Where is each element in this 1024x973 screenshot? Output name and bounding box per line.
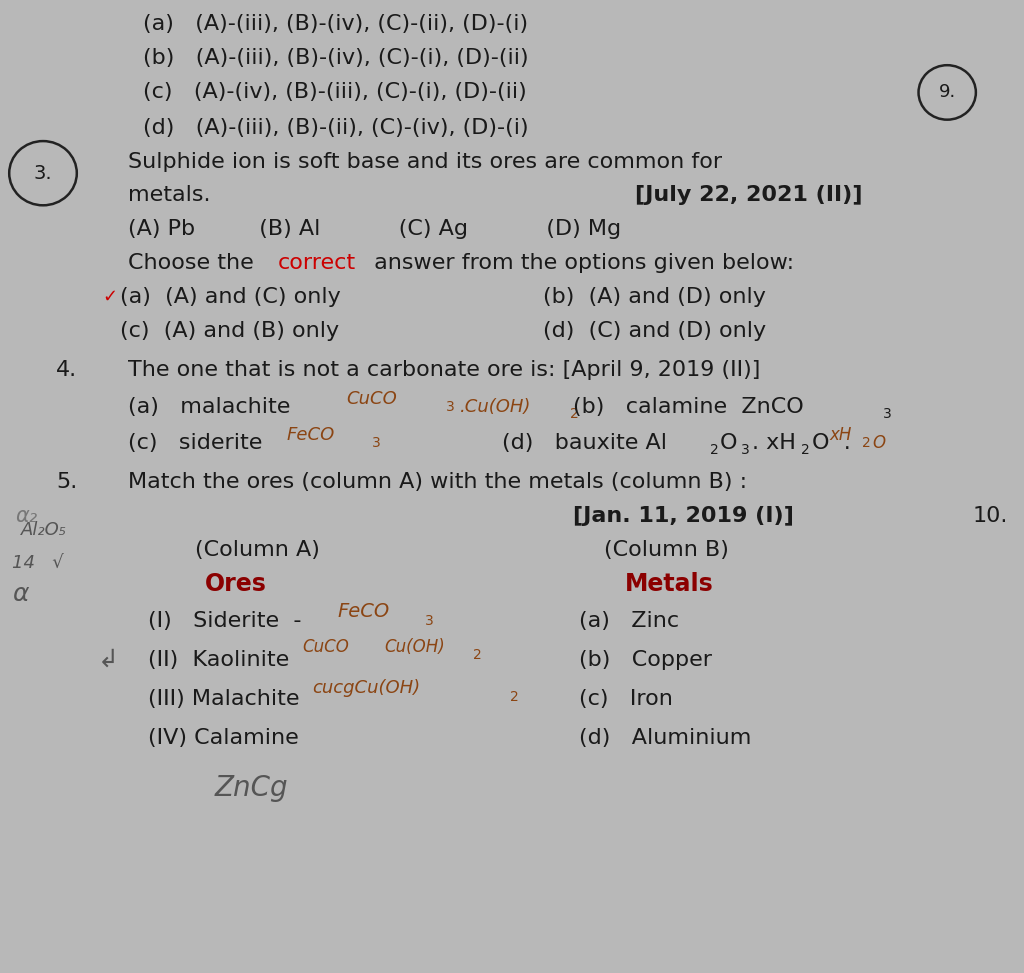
- Text: .Cu(OH): .Cu(OH): [460, 398, 531, 415]
- Text: (a)   (A)-(iii), (B)-(iv), (C)-(ii), (D)-(i): (a) (A)-(iii), (B)-(iv), (C)-(ii), (D)-(…: [143, 15, 528, 34]
- Text: (IV) Calamine: (IV) Calamine: [148, 728, 299, 747]
- Text: FeCO: FeCO: [338, 601, 390, 621]
- Text: (d)  (C) and (D) only: (d) (C) and (D) only: [543, 321, 766, 341]
- Text: 3: 3: [425, 614, 434, 628]
- Text: (c)   (A)-(iv), (B)-(iii), (C)-(i), (D)-(ii): (c) (A)-(iv), (B)-(iii), (C)-(i), (D)-(i…: [143, 83, 527, 102]
- Text: answer from the options given below:: answer from the options given below:: [367, 253, 794, 272]
- Text: 2: 2: [570, 408, 580, 421]
- Text: (d)   (A)-(iii), (B)-(ii), (C)-(iv), (D)-(i): (d) (A)-(iii), (B)-(ii), (C)-(iv), (D)-(…: [143, 119, 529, 138]
- Text: 2: 2: [801, 444, 810, 457]
- Text: 3: 3: [741, 444, 751, 457]
- Text: Sulphide ion is soft base and its ores are common for: Sulphide ion is soft base and its ores a…: [128, 153, 722, 172]
- Text: CuCO: CuCO: [302, 638, 349, 656]
- Text: α₂: α₂: [15, 506, 38, 525]
- Text: The one that is not a carbonate ore is: [April 9, 2019 (II)]: The one that is not a carbonate ore is: …: [128, 360, 761, 379]
- Text: (c)  (A) and (B) only: (c) (A) and (B) only: [120, 321, 339, 341]
- Text: ✓: ✓: [102, 288, 118, 306]
- Text: 2: 2: [473, 648, 482, 662]
- Text: (II)  Kaolinite: (II) Kaolinite: [148, 650, 290, 669]
- Text: (III) Malachite: (III) Malachite: [148, 689, 300, 708]
- Text: Ores: Ores: [205, 572, 266, 595]
- Text: (a)   malachite: (a) malachite: [128, 397, 298, 416]
- Text: (d)   bauxite Al: (d) bauxite Al: [502, 433, 667, 452]
- Text: Al₂O₅: Al₂O₅: [20, 522, 67, 539]
- Text: O  .: O .: [812, 433, 851, 452]
- Text: (b)   calamine  ZnCO: (b) calamine ZnCO: [573, 397, 804, 416]
- Text: 3: 3: [883, 408, 892, 421]
- Text: (d)   Aluminium: (d) Aluminium: [579, 728, 751, 747]
- Text: xH: xH: [829, 426, 852, 444]
- Text: 4.: 4.: [56, 360, 78, 379]
- Text: 14   √: 14 √: [12, 554, 65, 571]
- Text: 3: 3: [372, 436, 381, 450]
- Text: CuCO: CuCO: [346, 390, 397, 408]
- Text: ↲: ↲: [97, 648, 119, 671]
- Text: (a)   Zinc: (a) Zinc: [579, 611, 679, 631]
- Text: correct: correct: [278, 253, 355, 272]
- Text: Choose the: Choose the: [128, 253, 261, 272]
- Text: [Jan. 11, 2019 (I)]: [Jan. 11, 2019 (I)]: [573, 506, 795, 525]
- Text: ZnCg: ZnCg: [215, 775, 289, 802]
- Text: [July 22, 2021 (II)]: [July 22, 2021 (II)]: [635, 185, 862, 204]
- Text: (Column B): (Column B): [604, 540, 729, 559]
- Text: 2: 2: [710, 444, 719, 457]
- Text: 10.: 10.: [973, 506, 1009, 525]
- Text: FeCO: FeCO: [287, 426, 335, 444]
- Text: . xH: . xH: [752, 433, 796, 452]
- Text: (a)  (A) and (C) only: (a) (A) and (C) only: [120, 287, 341, 306]
- Text: 3: 3: [445, 400, 455, 414]
- Text: Match the ores (column A) with the metals (column B) :: Match the ores (column A) with the metal…: [128, 472, 748, 491]
- Text: Cu(OH): Cu(OH): [384, 638, 444, 656]
- Text: α: α: [12, 582, 29, 605]
- Text: 2: 2: [510, 690, 519, 703]
- Text: 2: 2: [862, 436, 871, 450]
- Text: (c)   siderite: (c) siderite: [128, 433, 269, 452]
- Text: Metals: Metals: [625, 572, 714, 595]
- Text: (Column A): (Column A): [195, 540, 319, 559]
- Text: (A) Pb         (B) Al           (C) Ag           (D) Mg: (A) Pb (B) Al (C) Ag (D) Mg: [128, 219, 622, 238]
- Text: O: O: [872, 434, 886, 451]
- Text: 9.: 9.: [939, 84, 955, 101]
- Text: (b)   Copper: (b) Copper: [579, 650, 712, 669]
- Text: O: O: [720, 433, 737, 452]
- Text: cucgCu(OH): cucgCu(OH): [312, 679, 421, 697]
- Text: (b)  (A) and (D) only: (b) (A) and (D) only: [543, 287, 766, 306]
- Text: 3.: 3.: [34, 163, 52, 183]
- Text: (b)   (A)-(iii), (B)-(iv), (C)-(i), (D)-(ii): (b) (A)-(iii), (B)-(iv), (C)-(i), (D)-(i…: [143, 49, 529, 68]
- Text: (c)   Iron: (c) Iron: [579, 689, 673, 708]
- Text: (I)   Siderite  -: (I) Siderite -: [148, 611, 309, 631]
- Text: 5.: 5.: [56, 472, 78, 491]
- Text: metals.: metals.: [128, 185, 211, 204]
